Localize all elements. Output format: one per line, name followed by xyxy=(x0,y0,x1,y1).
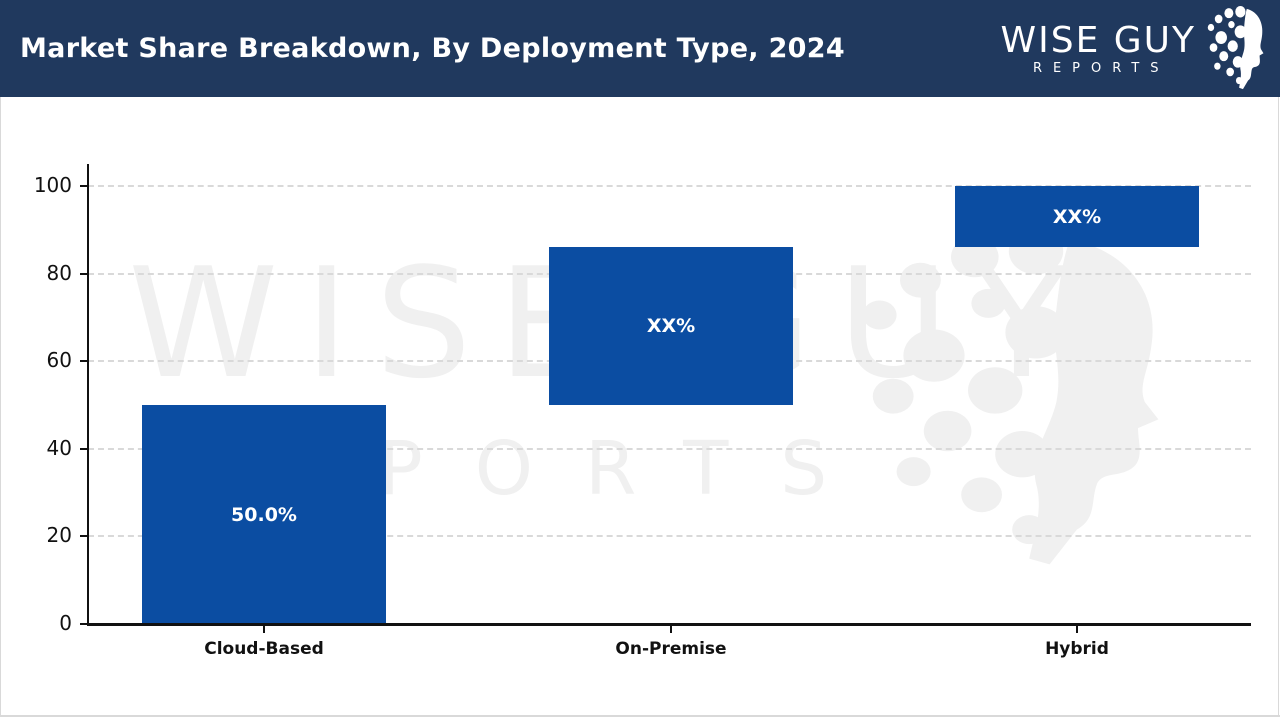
y-axis-spine xyxy=(87,164,89,626)
x-tick-on-premise xyxy=(670,626,672,633)
bar-value-label-hybrid: XX% xyxy=(1052,205,1102,228)
y-tick-80 xyxy=(80,272,88,275)
bar-hybrid: XX% xyxy=(955,186,1199,248)
gridline-40 xyxy=(88,447,1251,450)
x-tick-label-on-premise: On-Premise xyxy=(615,639,727,659)
x-tick-label-hybrid: Hybrid xyxy=(1045,639,1109,659)
logo-wordmark-line1: WISE GUY xyxy=(1000,19,1196,61)
y-tick-label-20: 20 xyxy=(46,523,72,548)
bar-value-label-cloud-based: 50.0% xyxy=(231,503,297,526)
left-border xyxy=(0,97,1,717)
gridline-20 xyxy=(88,535,1251,538)
bottom-border xyxy=(0,715,1280,717)
x-axis-spine xyxy=(87,623,1251,626)
bar-value-label-on-premise: XX% xyxy=(646,315,696,338)
logo-wordmark-line2: REPORTS xyxy=(1032,60,1170,76)
chart-title: Market Share Breakdown, By Deployment Ty… xyxy=(20,33,845,64)
x-tick-hybrid xyxy=(1076,626,1078,633)
logo-wordmark: WISE GUY REPORTS xyxy=(1000,19,1197,76)
y-tick-label-80: 80 xyxy=(46,260,72,285)
y-tick-20 xyxy=(80,535,88,538)
x-tick-label-cloud-based: Cloud-Based xyxy=(204,639,324,659)
y-tick-0 xyxy=(80,623,88,625)
brand-logo: WISE GUY REPORTS xyxy=(1000,5,1267,92)
x-tick-cloud-based xyxy=(263,626,265,633)
logo-head-icon xyxy=(1207,5,1264,89)
watermark-head-icon xyxy=(862,228,1159,565)
y-tick-60 xyxy=(80,360,88,363)
bar-on-premise: XX% xyxy=(549,247,793,405)
y-tick-label-40: 40 xyxy=(46,435,72,460)
y-tick-label-60: 60 xyxy=(46,348,72,373)
y-tick-100 xyxy=(80,185,88,187)
y-tick-label-100: 100 xyxy=(33,173,72,197)
gridline-100 xyxy=(88,185,1251,187)
y-tick-label-0: 0 xyxy=(59,611,72,635)
right-border xyxy=(1278,97,1279,717)
y-tick-40 xyxy=(80,447,88,450)
header-banner: Market Share Breakdown, By Deployment Ty… xyxy=(0,0,1280,97)
bar-cloud-based: 50.0% xyxy=(142,405,386,624)
